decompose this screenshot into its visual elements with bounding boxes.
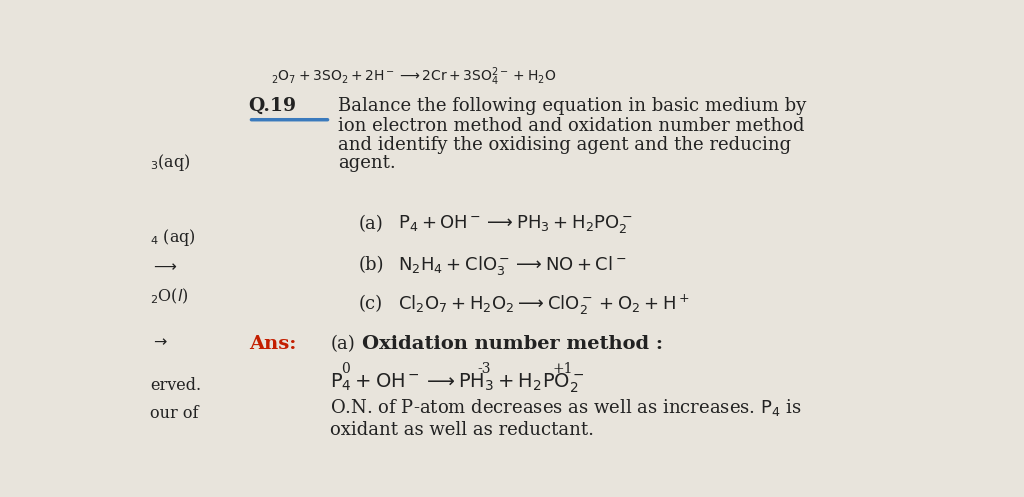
Text: 0: 0 [341, 362, 349, 376]
Text: (a): (a) [358, 215, 383, 233]
Text: $\mathrm{_2O_7 + 3SO_2 + 2H^- \longrightarrow 2Cr + 3SO_4^{2-} + H_2O}$: $\mathrm{_2O_7 + 3SO_2 + 2H^- \longright… [270, 66, 556, 88]
Text: and identify the oxidising agent and the reducing: and identify the oxidising agent and the… [338, 136, 792, 154]
Text: oxidant as well as reductant.: oxidant as well as reductant. [331, 421, 594, 439]
Text: ion electron method and oxidation number method: ion electron method and oxidation number… [338, 117, 805, 135]
Text: +1: +1 [553, 362, 573, 376]
Text: $_2$O($l$): $_2$O($l$) [151, 286, 188, 306]
Text: Balance the following equation in basic medium by: Balance the following equation in basic … [338, 97, 807, 115]
Text: Q.19: Q.19 [249, 96, 297, 115]
Text: $_4$ (aq): $_4$ (aq) [151, 227, 196, 248]
Text: Ans:: Ans: [249, 334, 296, 352]
Text: agent.: agent. [338, 154, 396, 172]
Text: $\mathrm{P_4 + OH^- \longrightarrow PH_3 + H_2PO_2^-}$: $\mathrm{P_4 + OH^- \longrightarrow PH_3… [397, 213, 633, 235]
Text: (c): (c) [358, 296, 382, 314]
Text: $\mathrm{Cl_2O_7 + H_2O_2 \longrightarrow ClO_2^- + O_2 + H^+}$: $\mathrm{Cl_2O_7 + H_2O_2 \longrightarro… [397, 292, 689, 317]
Text: $\rightarrow$: $\rightarrow$ [151, 332, 168, 349]
Text: (a): (a) [331, 334, 355, 352]
Text: $\mathrm{P_4 + OH^- \longrightarrow PH_3 + H_2 PO_2^-}$: $\mathrm{P_4 + OH^- \longrightarrow PH_3… [331, 371, 585, 395]
Text: O.N. of P-atom decreases as well as increases. $\mathrm{P_4}$ is: O.N. of P-atom decreases as well as incr… [331, 398, 802, 418]
Text: $\longrightarrow$: $\longrightarrow$ [151, 257, 177, 274]
Text: $\mathrm{N_2H_4 + ClO_3^- \longrightarrow NO + Cl^-}$: $\mathrm{N_2H_4 + ClO_3^- \longrightarro… [397, 254, 627, 277]
Text: -3: -3 [477, 362, 490, 376]
Text: erved.: erved. [151, 377, 202, 394]
Text: (b): (b) [358, 256, 384, 274]
Text: our of: our of [151, 405, 199, 422]
Text: Oxidation number method :: Oxidation number method : [362, 334, 664, 352]
Text: $_3$(aq): $_3$(aq) [151, 153, 191, 173]
